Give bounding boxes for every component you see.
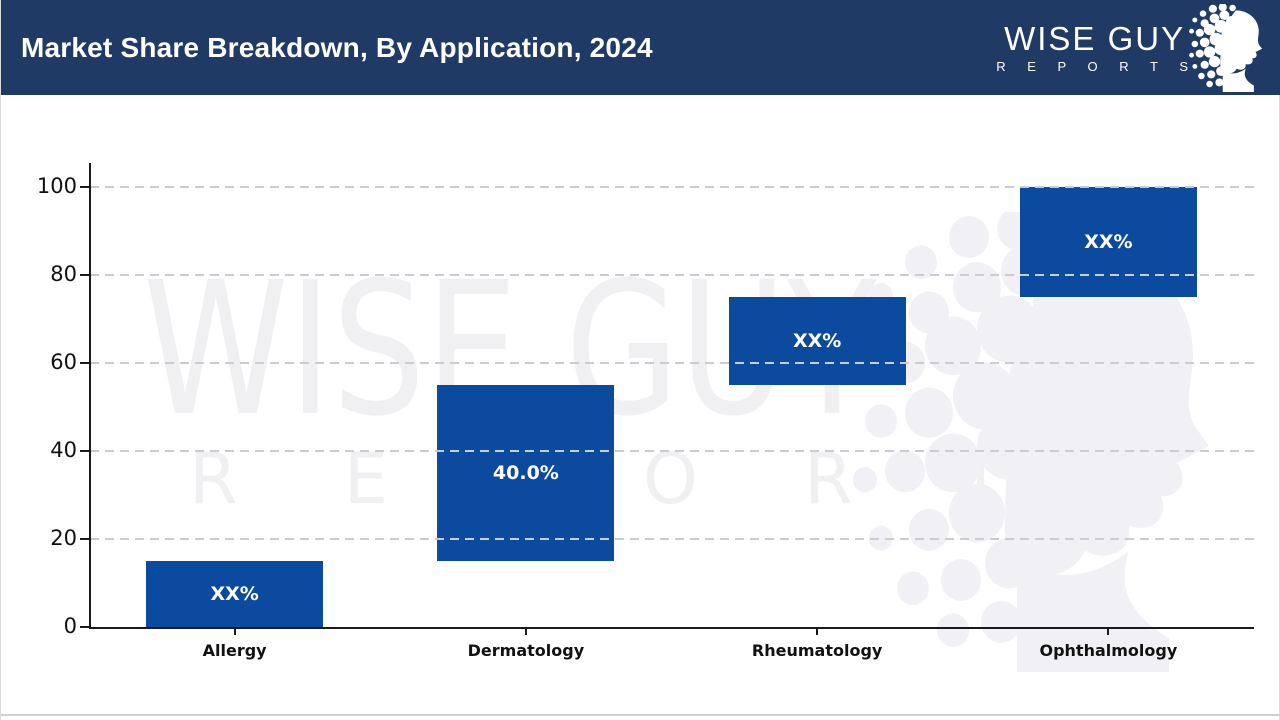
x-axis-label-rheumatology: Rheumatology bbox=[751, 641, 883, 660]
y-axis-tick-mark bbox=[80, 186, 89, 188]
y-axis-tick-label: 0 bbox=[63, 614, 77, 638]
bar-allergy: XX% bbox=[146, 561, 324, 627]
bar-value-label: XX% bbox=[210, 583, 259, 605]
x-axis-line bbox=[89, 627, 1254, 629]
x-axis-tick-mark bbox=[524, 629, 527, 635]
gridline-20 bbox=[90, 538, 1254, 540]
gridline-100 bbox=[90, 186, 1254, 188]
bar-value-label: XX% bbox=[1084, 231, 1133, 253]
bar-value-label: 40.0% bbox=[492, 462, 559, 484]
header-bar: Market Share Breakdown, By Application, … bbox=[1, 0, 1280, 95]
y-axis-tick-mark bbox=[80, 626, 89, 628]
y-axis-tick-label: 80 bbox=[50, 262, 77, 286]
brand-name: WISE GUY bbox=[1004, 19, 1186, 57]
y-axis-tick-label: 20 bbox=[50, 526, 77, 550]
y-axis-line bbox=[89, 163, 91, 629]
y-axis-tick-mark bbox=[80, 362, 89, 364]
gridline-40 bbox=[90, 450, 1254, 452]
y-axis-tick-label: 60 bbox=[50, 350, 77, 374]
y-axis-tick-label: 100 bbox=[36, 174, 77, 198]
y-axis-tick-mark bbox=[80, 538, 89, 540]
footer-divider bbox=[1, 714, 1280, 716]
bar-dermatology: 40.0% bbox=[437, 385, 615, 561]
gridline-60 bbox=[90, 362, 1254, 364]
page-title: Market Share Breakdown, By Application, … bbox=[21, 31, 653, 63]
x-axis-tick-mark bbox=[233, 629, 236, 635]
bar-value-label: XX% bbox=[792, 330, 842, 352]
x-axis-tick-mark bbox=[816, 629, 819, 635]
x-axis-label-ophthalmology: Ophthalmology bbox=[1039, 641, 1178, 660]
y-axis-tick-mark bbox=[80, 450, 89, 452]
x-axis-tick-mark bbox=[1107, 629, 1110, 635]
brand-logo-text: WISE GUY R E P O R T S bbox=[992, 22, 1197, 74]
bar-ophthalmology: XX% bbox=[1019, 187, 1197, 297]
x-axis-label-dermatology: Dermatology bbox=[467, 641, 585, 660]
x-axis-label-allergy: Allergy bbox=[202, 641, 267, 660]
y-axis-tick-label: 40 bbox=[50, 438, 77, 462]
brand-face-icon bbox=[1189, 3, 1263, 92]
brand-logo: WISE GUY R E P O R T S bbox=[992, 0, 1267, 95]
brand-subtitle: R E P O R T S bbox=[996, 58, 1197, 74]
y-axis-tick-mark bbox=[80, 274, 89, 276]
bar-rheumatology: XX% bbox=[728, 297, 906, 385]
gridline-80 bbox=[90, 274, 1254, 276]
